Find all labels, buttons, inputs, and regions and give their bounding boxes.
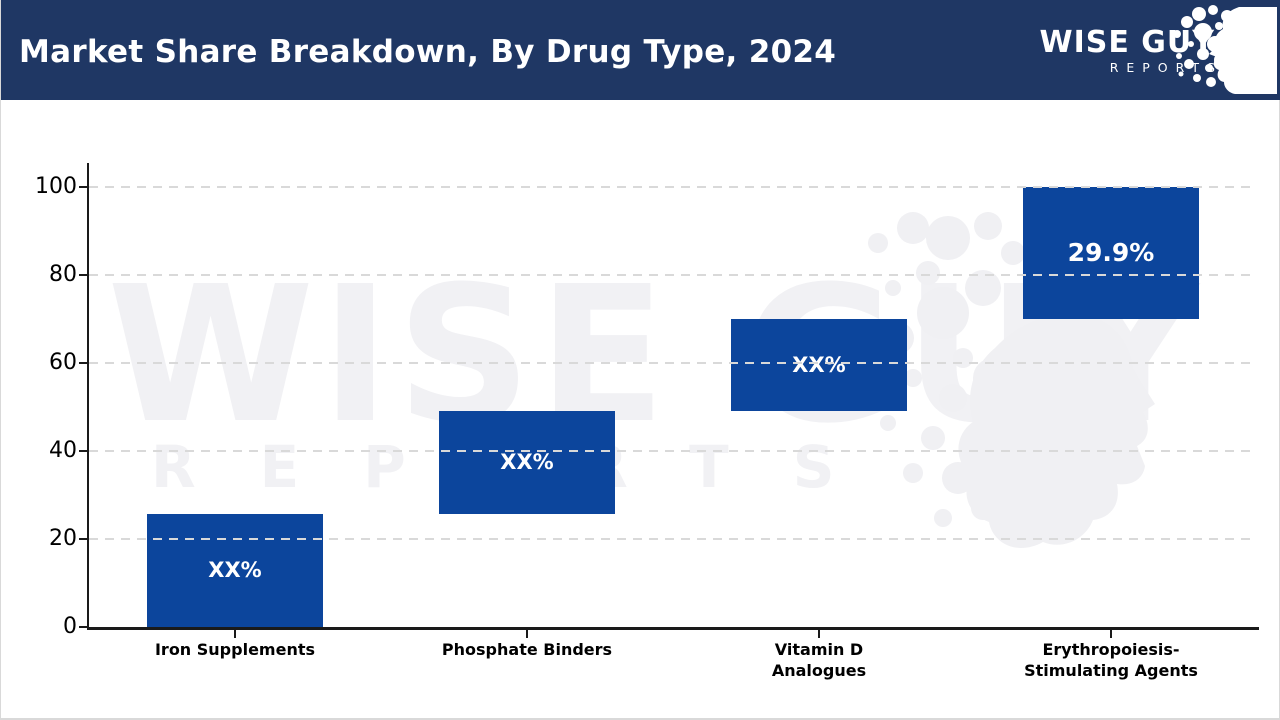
gridline-y-40	[89, 450, 1257, 452]
bar-value-label: XX%	[792, 352, 846, 377]
x-tick-2	[818, 630, 820, 638]
logo-text: WISE GUY REPORTS	[1039, 28, 1215, 75]
bar-value-label: XX%	[500, 450, 554, 475]
y-tick-label: 0	[63, 614, 77, 639]
gridline-y-60	[89, 362, 1257, 364]
x-tick-3	[1110, 630, 1112, 638]
bar-iron-supplements: XX%	[147, 513, 323, 627]
gridline-y-100	[89, 186, 1257, 188]
chart-title: Market Share Breakdown, By Drug Type, 20…	[19, 34, 837, 70]
bar-erythropoiesis-stimulating-agents: 29.9%	[1023, 187, 1199, 319]
header: Market Share Breakdown, By Drug Type, 20…	[1, 0, 1280, 100]
x-category-label-line: Phosphate Binders	[441, 640, 613, 659]
y-tick-label: 20	[49, 526, 77, 551]
y-tick-20	[79, 538, 87, 540]
logo-wordmark: WISE GUY	[1039, 25, 1215, 60]
x-tick-0	[234, 630, 236, 638]
gridline-y-20	[89, 538, 1257, 540]
x-category-label: Phosphate Binders	[381, 639, 673, 660]
gridline-y-80	[89, 274, 1257, 276]
y-tick-label: 80	[49, 262, 77, 287]
y-tick-label: 40	[49, 438, 77, 463]
y-tick-label: 60	[49, 350, 77, 375]
y-tick-80	[79, 274, 87, 276]
x-category-label: Iron Supplements	[89, 639, 381, 660]
x-category-label: Erythropoiesis- Stimulating Agents	[965, 639, 1257, 681]
y-tick-100	[79, 186, 87, 188]
y-tick-40	[79, 450, 87, 452]
wise-guy-logo: WISE GUY REPORTS	[1019, 4, 1277, 96]
x-category-label-line: Stimulating Agents	[1024, 661, 1198, 680]
x-tick-1	[526, 630, 528, 638]
x-category-label-line: Vitamin D	[774, 640, 864, 659]
bar-value-label: XX%	[208, 558, 262, 583]
y-axis-spine	[87, 163, 89, 630]
logo-face-icon	[1173, 5, 1277, 94]
bar-phosphate-binders: XX%	[439, 410, 615, 514]
x-category-label-line: Iron Supplements	[154, 640, 316, 659]
y-tick-label: 100	[35, 174, 77, 199]
y-tick-60	[79, 362, 87, 364]
x-category-label: Vitamin D Analogues	[673, 639, 965, 681]
y-tick-0	[79, 626, 87, 628]
bar-value-label: 29.9%	[1067, 238, 1155, 268]
bar-vitamin-d-analogues: XX%	[731, 318, 907, 411]
x-category-label-line: Erythropoiesis-	[1042, 640, 1180, 659]
x-category-label-line: Analogues	[771, 661, 867, 680]
x-axis-spine	[87, 627, 1259, 630]
